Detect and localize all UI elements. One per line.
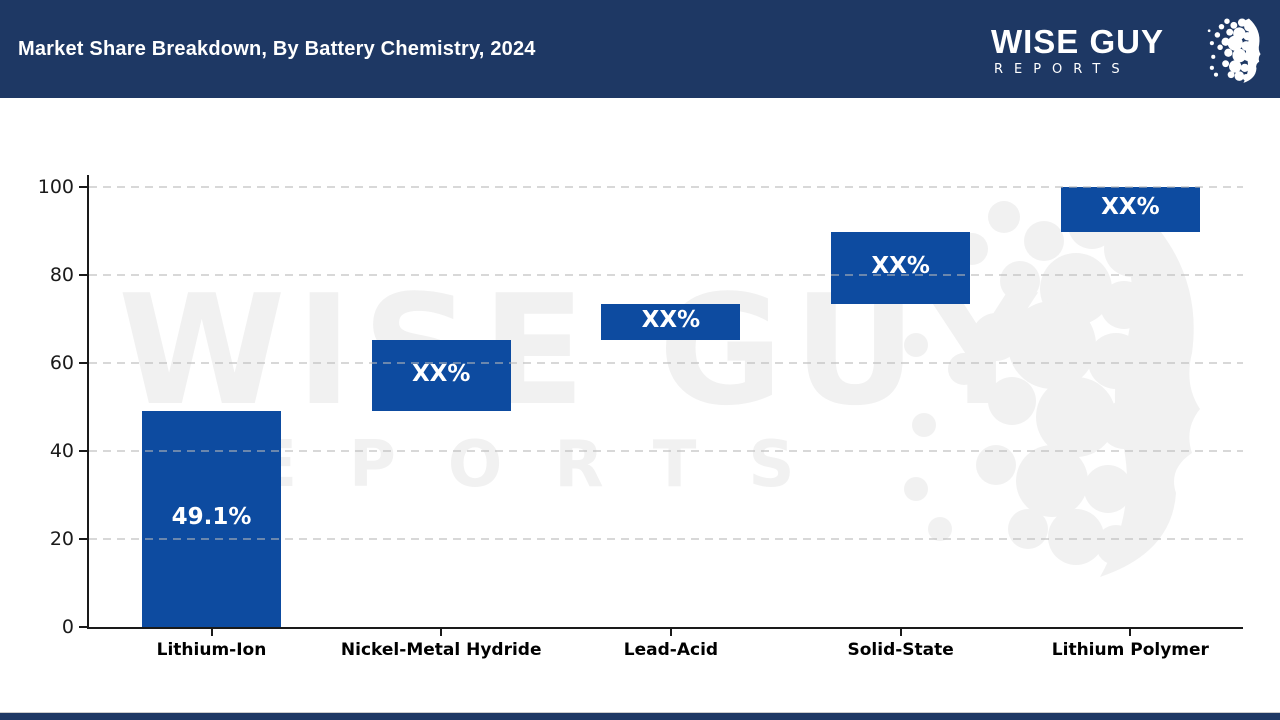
header-bar: Market Share Breakdown, By Battery Chemi… <box>0 0 1280 98</box>
y-axis-tick-label: 80 <box>49 264 74 286</box>
bar-value-label: 49.1% <box>171 503 252 530</box>
x-axis-spine <box>87 627 1243 629</box>
x-axis-category-label: Lithium Polymer <box>1051 640 1209 660</box>
x-axis-tick <box>1129 628 1132 636</box>
bar-segment <box>142 410 281 627</box>
x-axis-category-label: Lithium-Ion <box>156 640 267 660</box>
logo-face-dots-icon <box>1207 18 1261 83</box>
y-axis-spine <box>87 175 89 629</box>
bar-value-label: XX% <box>1101 194 1160 221</box>
bar-segment <box>831 231 971 305</box>
x-axis-category-label: Solid-State <box>847 640 954 660</box>
gridline <box>89 274 1243 276</box>
footer-divider <box>0 712 1280 713</box>
y-axis-tick <box>79 362 87 364</box>
gridline <box>89 186 1243 188</box>
y-axis-tick-label: 20 <box>49 528 74 550</box>
y-axis-tick-label: 60 <box>49 352 74 374</box>
y-axis-tick <box>79 538 87 540</box>
bar-value-label: XX% <box>641 307 701 334</box>
gridline <box>89 450 1243 452</box>
x-axis-category-label: Lead-Acid <box>623 640 719 660</box>
x-axis-tick <box>440 628 443 636</box>
bar-segment <box>601 304 741 341</box>
y-axis-tick <box>79 626 87 628</box>
logo-wordmark: WISE GUY <box>990 22 1164 60</box>
gridline <box>89 362 1243 364</box>
y-axis-tick-label: 40 <box>49 440 74 462</box>
y-axis-tick <box>79 186 87 188</box>
footer-bar <box>0 713 1280 720</box>
x-axis-tick <box>899 628 902 636</box>
y-axis-tick-label: 0 <box>61 616 74 638</box>
bar-value-label: XX% <box>411 360 471 387</box>
y-axis-tick-label: 100 <box>37 176 74 198</box>
chart-title: Market Share Breakdown, By Battery Chemi… <box>18 37 536 60</box>
logo-text: WISE GUY REPORTS <box>990 22 1164 77</box>
bar-segment <box>1060 187 1200 232</box>
gridline <box>89 538 1243 540</box>
logo-subtitle: REPORTS <box>993 61 1131 77</box>
y-axis-tick <box>79 450 87 452</box>
x-axis-category-label: Nickel-Metal Hydride <box>340 640 542 660</box>
bar-segment <box>371 340 511 411</box>
x-axis-tick <box>669 628 672 636</box>
wise-guy-reports-logo: WISE GUY REPORTS <box>991 8 1264 92</box>
y-axis-tick <box>79 274 87 276</box>
x-axis-tick <box>210 628 213 636</box>
